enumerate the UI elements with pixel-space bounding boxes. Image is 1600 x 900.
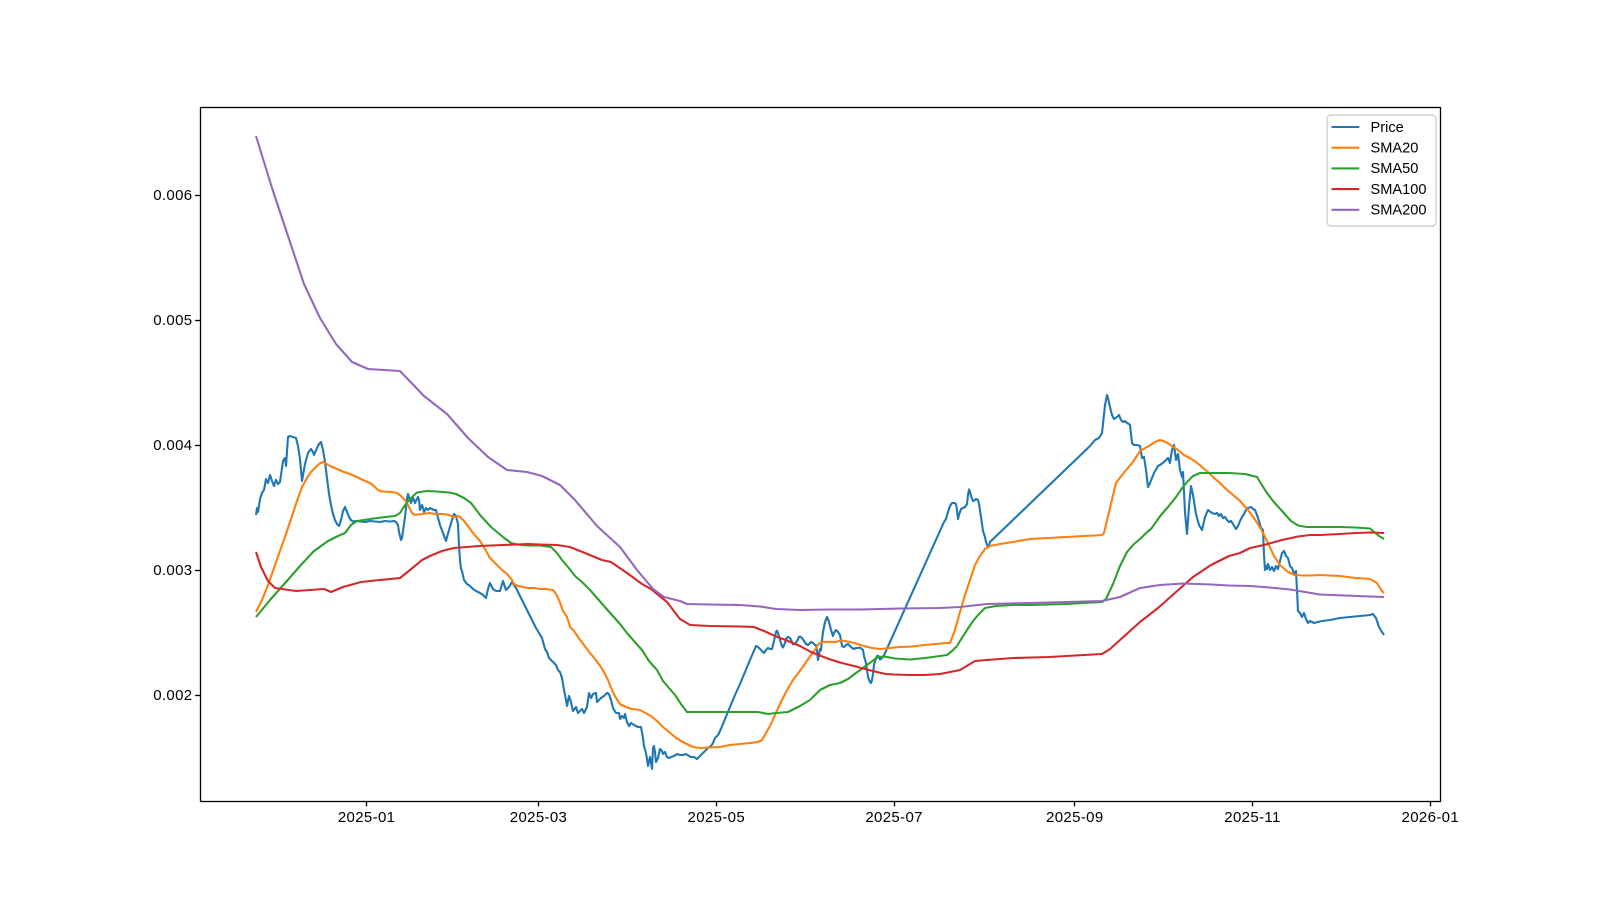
svg-text:0.003: 0.003 [153, 562, 192, 579]
svg-text:SMA50: SMA50 [1371, 161, 1419, 177]
svg-text:2025-07: 2025-07 [865, 809, 923, 826]
svg-text:2025-11: 2025-11 [1224, 809, 1280, 826]
svg-text:2025-05: 2025-05 [688, 809, 746, 826]
svg-text:2025-09: 2025-09 [1046, 809, 1104, 826]
svg-text:SMA100: SMA100 [1371, 182, 1427, 198]
svg-text:0.006: 0.006 [153, 187, 192, 204]
svg-text:Price: Price [1371, 120, 1404, 136]
svg-text:SMA20: SMA20 [1371, 141, 1419, 157]
svg-text:2025-01: 2025-01 [338, 809, 396, 826]
svg-text:0.004: 0.004 [153, 437, 192, 454]
svg-text:2026-01: 2026-01 [1402, 809, 1460, 826]
svg-text:2025-03: 2025-03 [510, 809, 568, 826]
svg-text:0.002: 0.002 [153, 687, 192, 704]
svg-text:0.005: 0.005 [153, 312, 192, 329]
svg-text:SMA200: SMA200 [1371, 203, 1427, 219]
